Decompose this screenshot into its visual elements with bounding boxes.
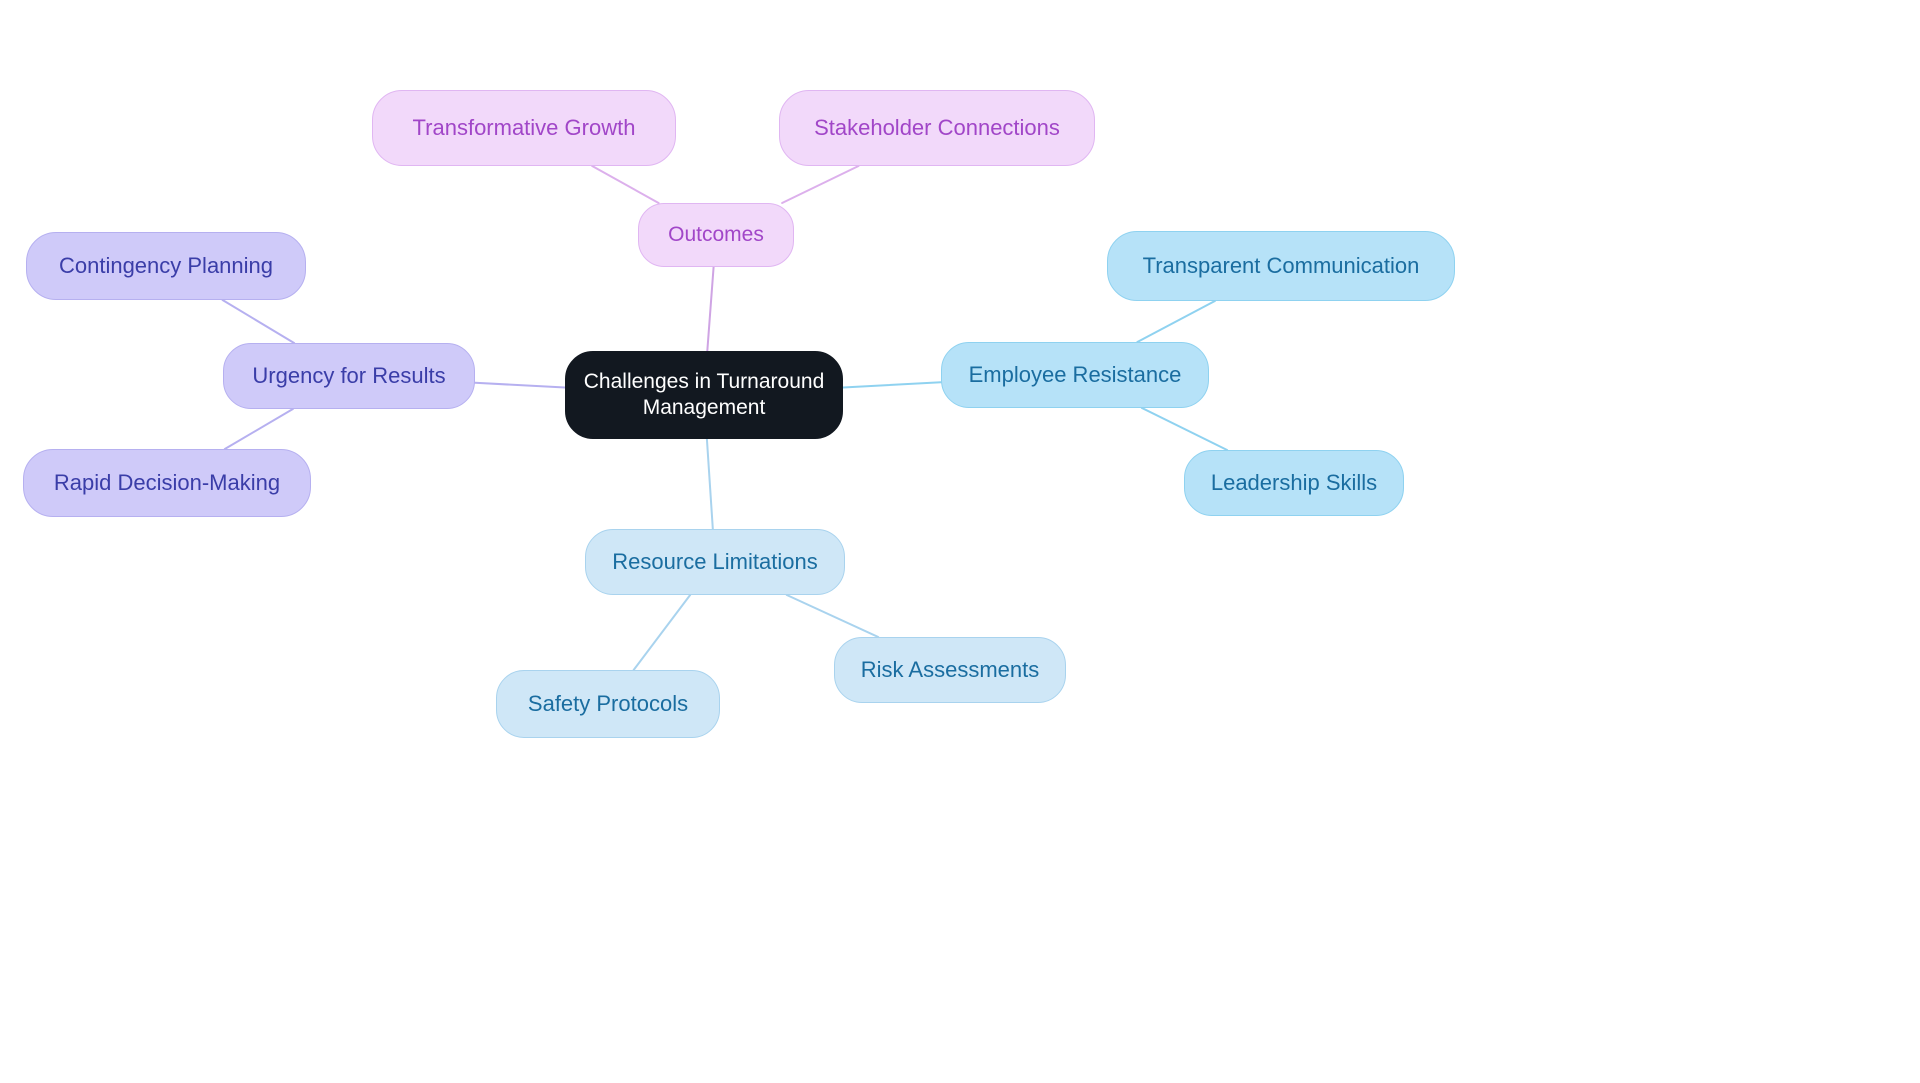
node-resource_limitations: Resource Limitations <box>585 529 845 595</box>
node-rapid_decision_making: Rapid Decision-Making <box>23 449 311 517</box>
edge-outcomes-stakeholder_connections <box>782 166 858 203</box>
edge-urgency_for_results-contingency_planning <box>223 300 295 343</box>
edge-resource_limitations-safety_protocols <box>634 595 691 670</box>
edge-center-outcomes <box>707 267 713 351</box>
edge-center-employee_resistance <box>843 382 941 387</box>
mindmap-canvas: Challenges in Turnaround Management Outco… <box>0 0 1920 1083</box>
edge-resource_limitations-risk_assessments <box>787 595 878 637</box>
node-employee_resistance: Employee Resistance <box>941 342 1209 408</box>
node-transformative_growth: Transformative Growth <box>372 90 676 166</box>
edge-outcomes-transformative_growth <box>592 166 658 203</box>
edge-employee_resistance-transparent_communication <box>1137 301 1214 342</box>
node-stakeholder_connections: Stakeholder Connections <box>779 90 1095 166</box>
node-safety_protocols: Safety Protocols <box>496 670 720 738</box>
node-urgency_for_results: Urgency for Results <box>223 343 475 409</box>
edge-center-urgency_for_results <box>475 383 565 388</box>
node-leadership_skills: Leadership Skills <box>1184 450 1404 516</box>
node-contingency_planning: Contingency Planning <box>26 232 306 300</box>
edge-urgency_for_results-rapid_decision_making <box>225 409 293 449</box>
edge-employee_resistance-leadership_skills <box>1142 408 1227 450</box>
node-outcomes: Outcomes <box>638 203 794 267</box>
node-risk_assessments: Risk Assessments <box>834 637 1066 703</box>
node-center: Challenges in Turnaround Management <box>565 351 843 439</box>
node-transparent_communication: Transparent Communication <box>1107 231 1455 301</box>
edge-center-resource_limitations <box>707 439 713 529</box>
